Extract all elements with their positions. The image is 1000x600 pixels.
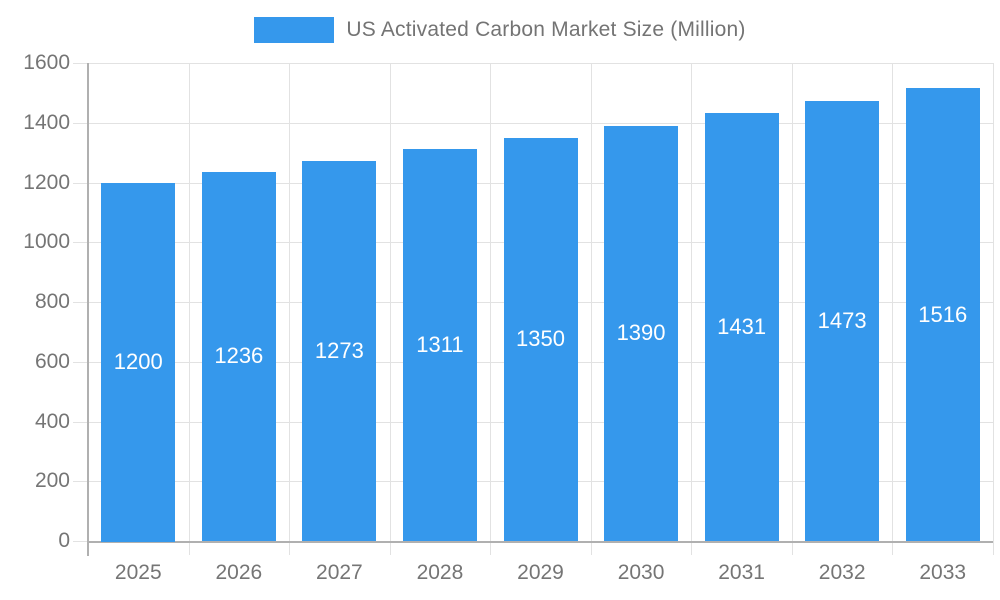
- bar-value-label: 1431: [717, 314, 767, 340]
- x-axis-tick-label: 2033: [919, 561, 967, 584]
- bar[interactable]: [403, 149, 477, 541]
- bar[interactable]: [504, 138, 578, 541]
- bar[interactable]: [906, 88, 980, 541]
- bar[interactable]: [202, 172, 276, 541]
- bar-value-label: 1473: [817, 307, 867, 333]
- bar-value-label: 1390: [616, 320, 666, 346]
- y-axis-tick-label: 1200: [23, 170, 70, 194]
- x-axis-tick-label: 2030: [617, 561, 665, 584]
- y-axis-tick-label: 400: [34, 409, 70, 433]
- bar-value-label: 1516: [918, 301, 968, 327]
- x-gridline: [490, 63, 491, 555]
- legend-swatch: [254, 17, 335, 43]
- x-axis-tick-label: 2032: [818, 561, 866, 584]
- chart-legend[interactable]: US Activated Carbon Market Size (Million…: [0, 13, 1000, 47]
- x-gridline: [289, 63, 290, 555]
- y-gridline: [73, 123, 993, 124]
- x-gridline: [792, 63, 793, 555]
- x-axis-tick-label: 2027: [316, 561, 363, 584]
- y-axis-tick-label: 1000: [23, 230, 70, 254]
- y-axis-line: [87, 63, 89, 556]
- x-gridline: [691, 63, 692, 555]
- bar[interactable]: [302, 161, 376, 541]
- x-gridline: [892, 63, 893, 555]
- y-gridline: [73, 63, 993, 64]
- y-axis-tick-label: 1400: [23, 110, 70, 134]
- x-axis-tick-label: 2025: [114, 561, 162, 584]
- bar-value-label: 1350: [516, 326, 565, 352]
- bar[interactable]: [705, 113, 779, 541]
- x-axis-tick-label: 2026: [215, 561, 263, 584]
- bar-value-label: 1311: [416, 332, 464, 358]
- y-axis-tick-label: 200: [34, 469, 70, 493]
- bar[interactable]: [805, 101, 879, 541]
- bar-value-label: 1200: [113, 348, 163, 374]
- x-gridline: [993, 63, 994, 555]
- x-axis-tick-label: 2031: [718, 561, 765, 584]
- x-axis-tick-label: 2028: [416, 561, 464, 584]
- bar[interactable]: [101, 183, 175, 542]
- bar[interactable]: [604, 126, 678, 541]
- x-axis-line: [87, 541, 993, 543]
- x-axis-tick-label: 2029: [517, 561, 564, 584]
- legend-label: US Activated Carbon Market Size (Million…: [346, 18, 746, 41]
- y-axis-tick-label: 600: [34, 349, 70, 373]
- y-axis-tick-label: 800: [34, 290, 70, 313]
- bar-value-label: 1236: [214, 343, 264, 369]
- x-gridline: [189, 63, 190, 555]
- x-gridline: [591, 63, 592, 555]
- y-axis-tick-label: 0: [58, 529, 70, 552]
- y-axis-tick-label: 1600: [23, 51, 70, 74]
- x-gridline: [390, 63, 391, 555]
- bar-value-label: 1273: [314, 337, 364, 363]
